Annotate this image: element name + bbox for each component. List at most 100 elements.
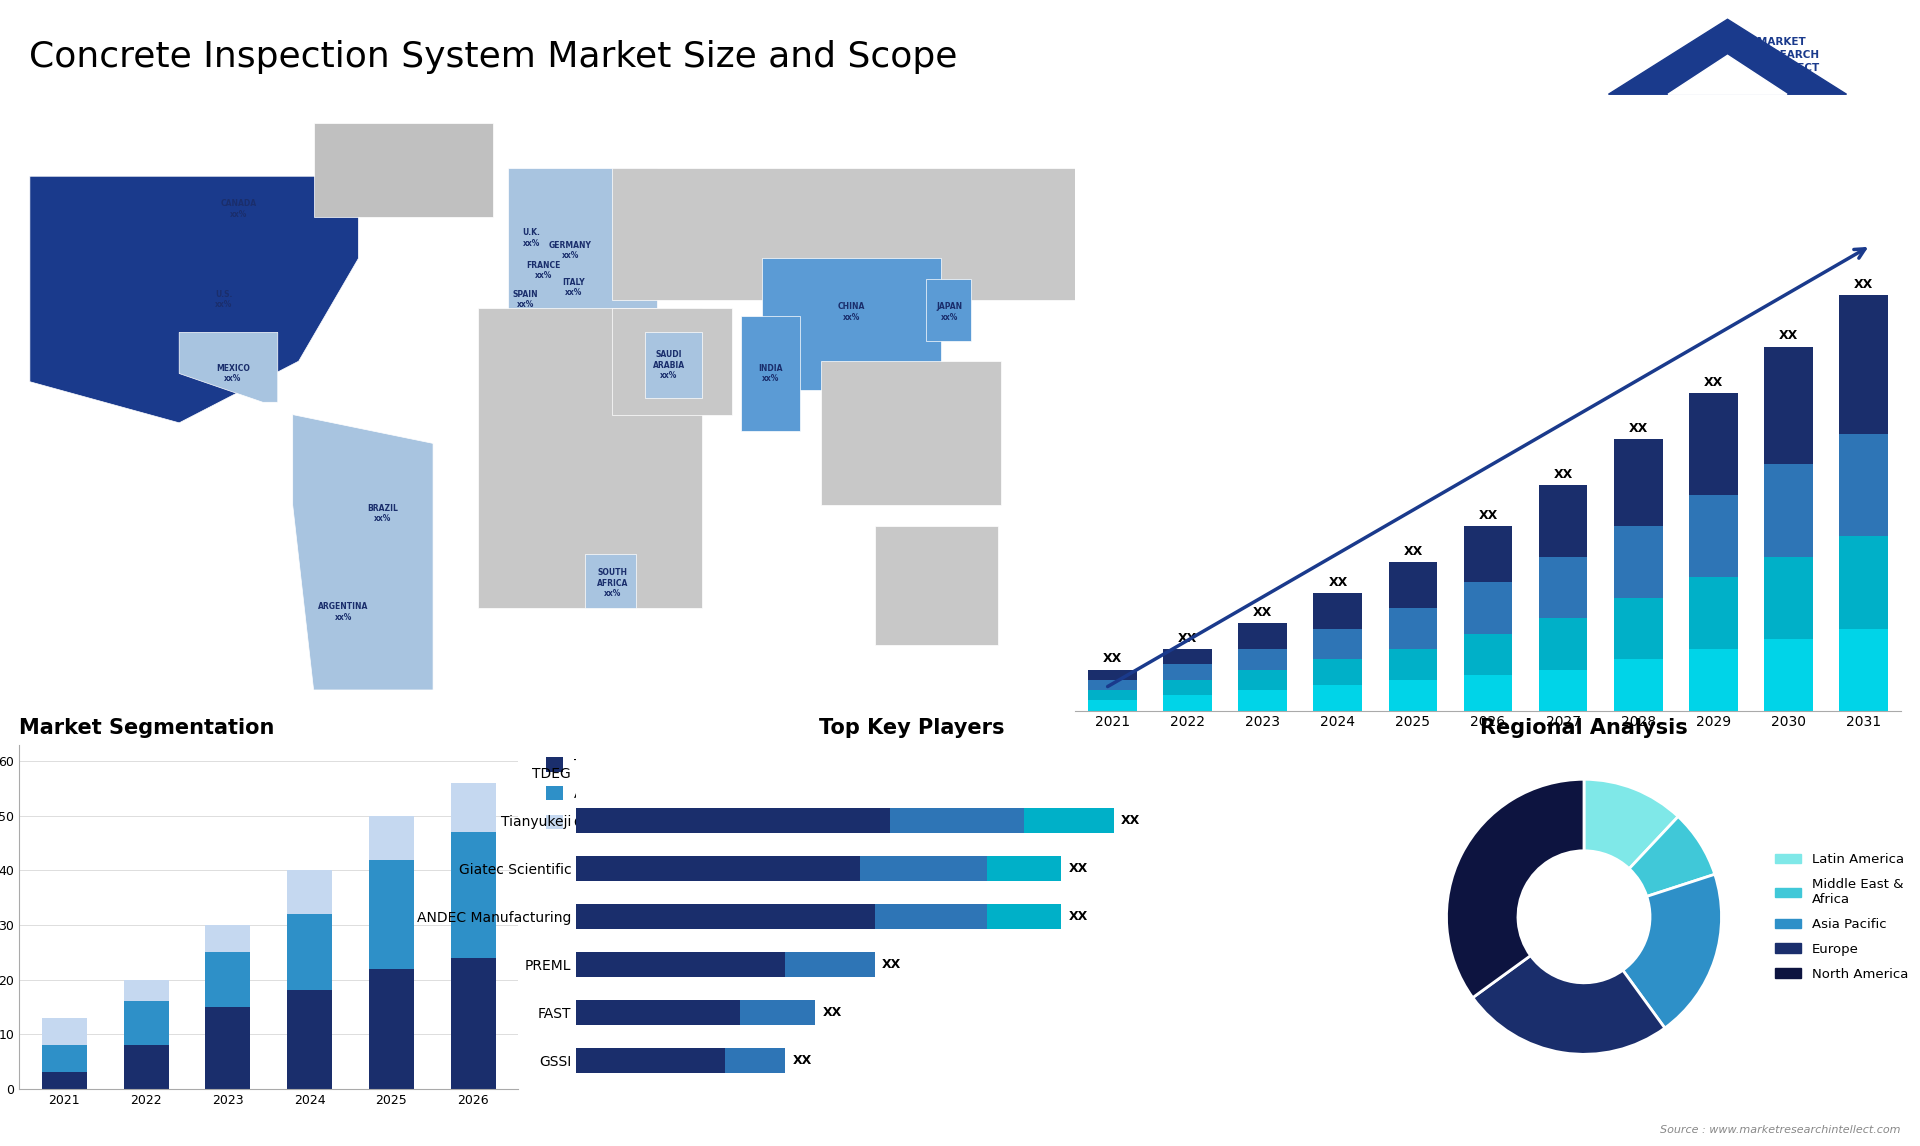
Text: CANADA
xx%: CANADA xx% bbox=[221, 199, 257, 219]
Bar bbox=[576, 904, 876, 929]
Bar bbox=[1238, 623, 1286, 649]
Text: XX: XX bbox=[1553, 468, 1572, 481]
Wedge shape bbox=[1473, 956, 1665, 1054]
Bar bbox=[369, 968, 415, 1089]
Text: XX: XX bbox=[1179, 631, 1198, 645]
Text: XX: XX bbox=[1628, 422, 1647, 434]
Text: XX: XX bbox=[881, 958, 900, 972]
Polygon shape bbox=[612, 168, 1075, 299]
Bar bbox=[1313, 592, 1363, 628]
Wedge shape bbox=[1622, 874, 1722, 1028]
Bar bbox=[451, 783, 495, 832]
Bar bbox=[1764, 557, 1812, 638]
Bar bbox=[288, 990, 332, 1089]
Bar bbox=[726, 1049, 785, 1073]
Wedge shape bbox=[1584, 779, 1678, 869]
Bar bbox=[1388, 680, 1438, 711]
Text: XX: XX bbox=[1121, 815, 1140, 827]
Bar bbox=[1839, 433, 1887, 536]
Bar bbox=[1690, 393, 1738, 495]
Text: ARGENTINA
xx%: ARGENTINA xx% bbox=[319, 602, 369, 621]
Text: SOUTH
AFRICA
xx%: SOUTH AFRICA xx% bbox=[597, 568, 628, 598]
Bar bbox=[1164, 649, 1212, 665]
Bar bbox=[1089, 700, 1137, 711]
Text: GERMANY
xx%: GERMANY xx% bbox=[549, 241, 591, 260]
Bar bbox=[1613, 598, 1663, 659]
Text: Source : www.marketresearchintellect.com: Source : www.marketresearchintellect.com bbox=[1661, 1124, 1901, 1135]
Bar bbox=[987, 904, 1062, 929]
Text: BRAZIL
xx%: BRAZIL xx% bbox=[367, 503, 397, 523]
Polygon shape bbox=[822, 361, 1000, 505]
Text: XX: XX bbox=[1254, 606, 1273, 619]
Bar bbox=[1313, 628, 1363, 659]
Bar bbox=[123, 980, 169, 1002]
Text: XX: XX bbox=[1404, 544, 1423, 558]
Text: XX: XX bbox=[1104, 652, 1123, 666]
Bar bbox=[576, 952, 785, 978]
Bar bbox=[1690, 649, 1738, 711]
Text: ITALY
xx%: ITALY xx% bbox=[563, 277, 586, 297]
Text: XX: XX bbox=[1069, 862, 1089, 876]
Bar bbox=[288, 915, 332, 990]
Bar bbox=[741, 1000, 814, 1026]
Bar bbox=[1089, 669, 1137, 680]
Bar bbox=[1613, 526, 1663, 598]
Bar bbox=[1388, 562, 1438, 609]
Bar bbox=[987, 856, 1062, 881]
Bar bbox=[1690, 578, 1738, 649]
Text: CHINA
xx%: CHINA xx% bbox=[837, 303, 864, 322]
Bar bbox=[1613, 439, 1663, 526]
Polygon shape bbox=[1668, 55, 1788, 94]
Bar bbox=[889, 808, 1023, 833]
Polygon shape bbox=[741, 316, 801, 431]
Wedge shape bbox=[1630, 817, 1715, 896]
Bar bbox=[123, 1002, 169, 1045]
Bar bbox=[1463, 675, 1513, 711]
Title: Top Key Players: Top Key Players bbox=[820, 717, 1004, 738]
Bar bbox=[576, 1049, 726, 1073]
Bar bbox=[1023, 808, 1114, 833]
Text: JAPAN
xx%: JAPAN xx% bbox=[937, 303, 962, 322]
Bar bbox=[576, 1000, 741, 1026]
Bar bbox=[1839, 296, 1887, 433]
Bar bbox=[205, 1007, 250, 1089]
Polygon shape bbox=[645, 332, 703, 398]
Polygon shape bbox=[31, 176, 359, 423]
Bar bbox=[1388, 649, 1438, 680]
Bar bbox=[1388, 609, 1438, 649]
Polygon shape bbox=[179, 332, 278, 402]
Text: XX: XX bbox=[1703, 376, 1722, 388]
Bar bbox=[369, 816, 415, 860]
Text: Concrete Inspection System Market Size and Scope: Concrete Inspection System Market Size a… bbox=[29, 40, 958, 74]
Bar bbox=[1164, 680, 1212, 696]
Text: SPAIN
xx%: SPAIN xx% bbox=[513, 290, 538, 309]
Bar bbox=[451, 832, 495, 958]
Bar bbox=[123, 1045, 169, 1089]
Bar bbox=[1463, 526, 1513, 582]
Bar bbox=[1839, 536, 1887, 628]
Bar bbox=[1538, 669, 1588, 711]
Bar bbox=[1764, 638, 1812, 711]
Bar bbox=[1538, 485, 1588, 557]
Text: XX: XX bbox=[1853, 278, 1872, 291]
Polygon shape bbox=[612, 308, 732, 415]
Polygon shape bbox=[876, 526, 998, 645]
Bar bbox=[1089, 680, 1137, 690]
Bar bbox=[1538, 618, 1588, 669]
Bar bbox=[1690, 495, 1738, 578]
Bar bbox=[785, 952, 876, 978]
Bar bbox=[876, 904, 987, 929]
Bar bbox=[1764, 464, 1812, 557]
Bar bbox=[1089, 690, 1137, 700]
Bar bbox=[205, 925, 250, 952]
Bar bbox=[1164, 696, 1212, 711]
Bar bbox=[1839, 628, 1887, 711]
Bar bbox=[576, 856, 860, 881]
Bar bbox=[1538, 557, 1588, 618]
Legend: Latin America, Middle East &
Africa, Asia Pacific, Europe, North America: Latin America, Middle East & Africa, Asi… bbox=[1770, 848, 1912, 986]
Text: U.S.
xx%: U.S. xx% bbox=[215, 290, 232, 309]
Legend: Type, Application, Geography: Type, Application, Geography bbox=[540, 752, 657, 835]
Text: INDIA
xx%: INDIA xx% bbox=[758, 363, 783, 383]
Text: MARKET
RESEARCH
INTELLECT: MARKET RESEARCH INTELLECT bbox=[1757, 37, 1820, 73]
Bar bbox=[288, 871, 332, 915]
